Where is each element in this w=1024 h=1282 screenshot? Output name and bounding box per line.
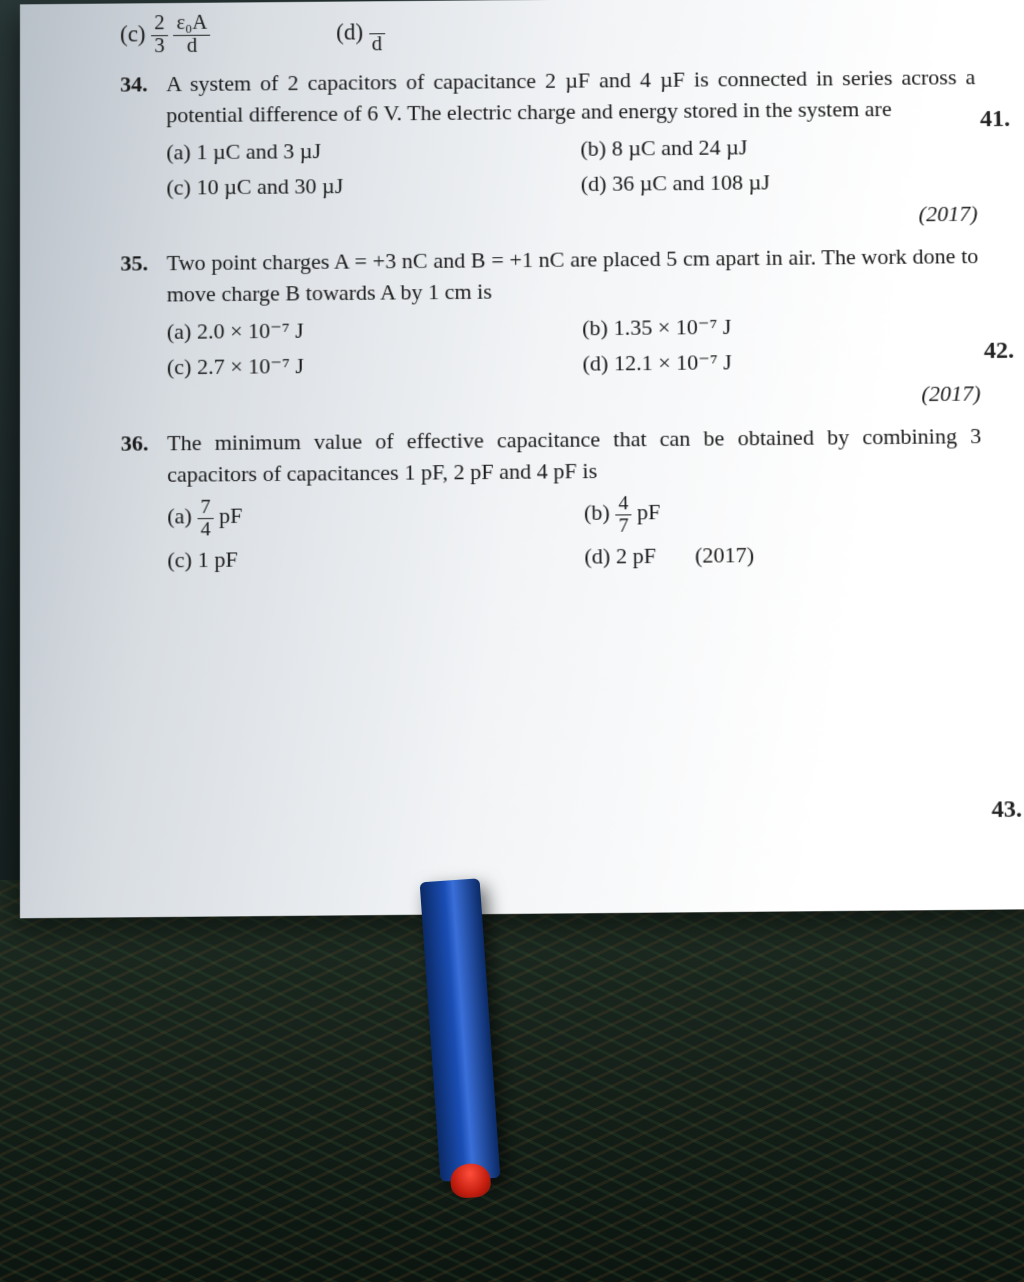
prev-question-options: (c) 2 3 ε₀A d (d) d <box>120 6 975 58</box>
option-label: (d) <box>336 19 363 44</box>
option-b: (b) 1.35 × 10⁻⁷ J <box>582 310 980 345</box>
option-b: (b) 8 µC and 24 µJ <box>580 130 976 164</box>
question-body: A system of 2 capacitors of capacitance … <box>166 63 978 237</box>
option-b: (b) 4 7 pF <box>584 490 983 537</box>
question-year: (2017) <box>167 198 978 236</box>
question-number: 36. <box>121 428 168 576</box>
options-grid: (a) 7 4 pF (b) 4 7 pF (c) 1 pF (d) 2 pF <box>167 490 983 576</box>
next-column-qnum-43: 43. <box>991 796 1022 824</box>
options-grid: (a) 1 µC and 3 µJ (b) 8 µC and 24 µJ (c)… <box>166 130 977 203</box>
question-year-inline: (2017) <box>695 541 755 567</box>
option-suffix: pF <box>631 499 660 525</box>
prev-option-d: (d) d <box>336 11 385 56</box>
next-column-qnum-41: 41. <box>980 106 1011 133</box>
question-text: Two point charges A = +3 nC and B = +1 n… <box>167 241 979 310</box>
question-35: 35. Two point charges A = +3 nC and B = … <box>120 241 980 416</box>
question-number: 34. <box>120 70 166 237</box>
question-number: 35. <box>120 248 167 416</box>
question-body: The minimum value of effective capacitan… <box>167 421 983 576</box>
option-d: (d) 36 µC and 108 µJ <box>581 165 978 199</box>
next-column-qnum-42: 42. <box>984 338 1015 366</box>
textbook-page: (c) 2 3 ε₀A d (d) d 34. A system of 2 ca… <box>20 0 1024 918</box>
question-year: (2017) <box>167 378 981 416</box>
option-d: (d) 2 pF (2017) <box>584 537 983 572</box>
option-label: (c) <box>120 21 146 46</box>
option-a: (a) 1 µC and 3 µJ <box>166 134 562 168</box>
question-body: Two point charges A = +3 nC and B = +1 n… <box>167 241 981 416</box>
question-text: A system of 2 capacitors of capacitance … <box>166 63 976 132</box>
option-a: (a) 2.0 × 10⁻⁷ J <box>167 313 564 348</box>
option-c: (c) 10 µC and 30 µJ <box>166 169 562 203</box>
fraction: d <box>369 11 386 56</box>
question-36: 36. The minimum value of effective capac… <box>121 421 984 576</box>
option-label: (b) <box>584 500 610 526</box>
fraction: 2 3 <box>151 13 167 58</box>
option-c: (c) 2.7 × 10⁻⁷ J <box>167 348 565 383</box>
option-suffix: pF <box>213 503 242 529</box>
option-d: (d) 12.1 × 10⁻⁷ J <box>582 345 980 380</box>
prev-option-c: (c) 2 3 ε₀A d <box>120 13 210 58</box>
fraction: 4 7 <box>615 493 631 536</box>
option-a: (a) 7 4 pF <box>167 494 566 541</box>
question-34: 34. A system of 2 capacitors of capacita… <box>120 63 978 237</box>
fraction: 7 4 <box>197 497 213 540</box>
fraction: ε₀A d <box>173 13 210 58</box>
background-mat <box>0 880 1024 1282</box>
option-c: (c) 1 pF <box>167 541 566 576</box>
options-grid: (a) 2.0 × 10⁻⁷ J (b) 1.35 × 10⁻⁷ J (c) 2… <box>167 310 980 383</box>
question-text: The minimum value of effective capacitan… <box>167 421 982 491</box>
option-label: (a) <box>167 503 192 529</box>
